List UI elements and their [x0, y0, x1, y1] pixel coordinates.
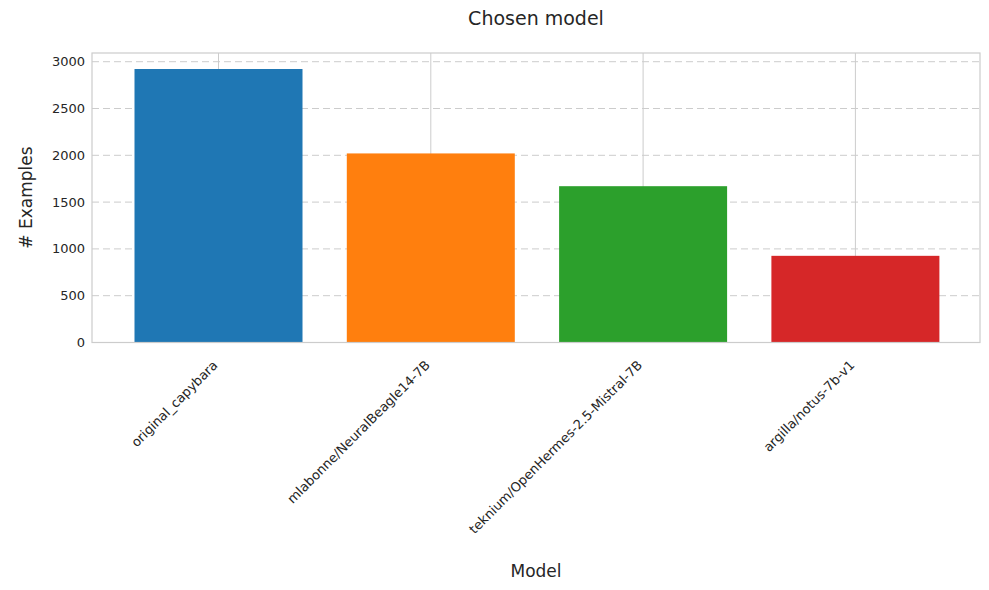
y-tick-label: 2000	[52, 148, 85, 163]
y-tick-label: 1000	[52, 241, 85, 256]
y-tick-labels: 0 500 1000 1500 2000 2500 3000	[52, 54, 85, 350]
bar	[559, 186, 727, 342]
y-axis-label: # Examples	[16, 146, 36, 248]
x-tick-label: teknium/OpenHermes-2.5-Mistral-7B	[466, 358, 645, 537]
y-tick-label: 500	[60, 288, 85, 303]
chart-figure: 0 500 1000 1500 2000 2500 3000 original_capyba…	[0, 0, 989, 590]
bar-chart: 0 500 1000 1500 2000 2500 3000 original_capyba…	[0, 0, 989, 590]
bar	[347, 153, 515, 342]
y-tick-label: 3000	[52, 54, 85, 69]
vertical-gridlines	[219, 53, 856, 343]
bar	[135, 69, 303, 342]
y-tick-label: 2500	[52, 101, 85, 116]
x-tick-label: argilla/notus-7b-v1	[760, 358, 857, 455]
x-axis-label: Model	[510, 561, 561, 581]
bars-group	[135, 69, 940, 342]
bar	[771, 256, 939, 343]
y-tick-label: 0	[77, 335, 85, 350]
x-tick-label: original_capybara	[128, 358, 220, 450]
x-tick-labels: original_capybara mlabonne/NeuralBeagle14…	[128, 358, 857, 537]
x-tick-label: mlabonne/NeuralBeagle14-7B	[284, 358, 433, 507]
y-tick-label: 1500	[52, 195, 85, 210]
chart-title: Chosen model	[468, 7, 604, 29]
